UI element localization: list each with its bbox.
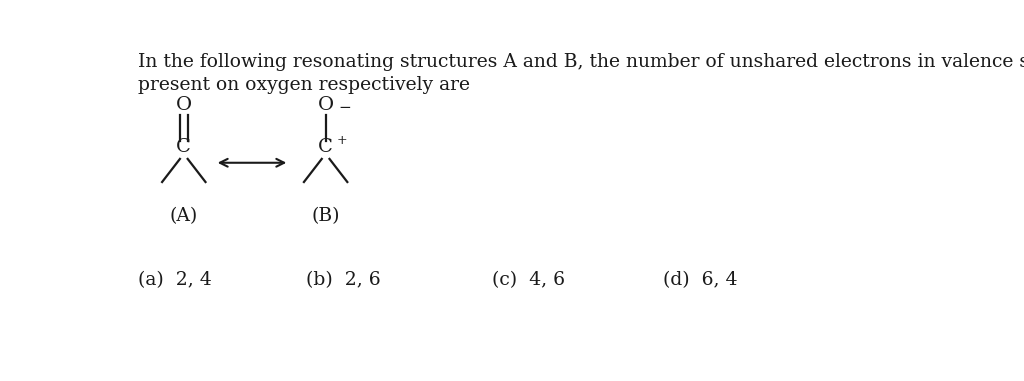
- Text: In the following resonating structures A and B, the number of unshared electrons: In the following resonating structures A…: [138, 53, 1024, 70]
- Text: C: C: [176, 138, 191, 156]
- Text: (c)  4, 6: (c) 4, 6: [493, 271, 565, 289]
- Text: (B): (B): [311, 207, 340, 225]
- Text: (b)  2, 6: (b) 2, 6: [306, 271, 381, 289]
- Text: (a)  2, 4: (a) 2, 4: [138, 271, 212, 289]
- Text: O: O: [176, 96, 191, 114]
- Text: (d)  6, 4: (d) 6, 4: [663, 271, 737, 289]
- Text: +: +: [337, 134, 347, 147]
- Text: C: C: [318, 138, 333, 156]
- Text: O: O: [317, 96, 334, 114]
- Text: (A): (A): [170, 207, 198, 225]
- Text: −: −: [339, 101, 351, 115]
- Text: present on oxygen respectively are: present on oxygen respectively are: [138, 76, 470, 94]
